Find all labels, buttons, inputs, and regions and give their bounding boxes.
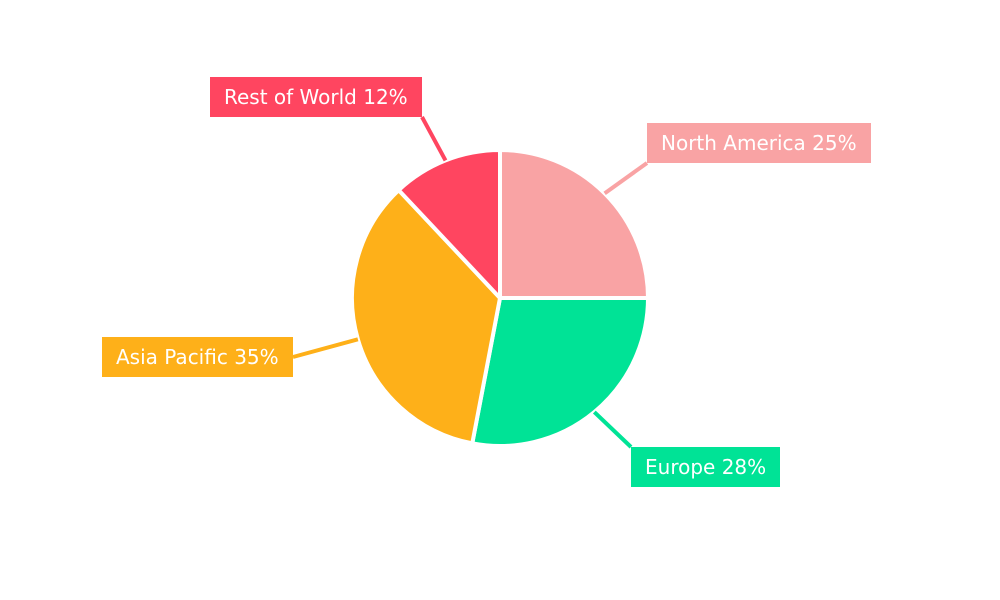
callout-label-rest-of-world: Rest of World 12% bbox=[210, 77, 422, 117]
callout-label-north-america: North America 25% bbox=[647, 123, 871, 163]
leader-line-europe bbox=[592, 410, 633, 449]
pie-slice-asia-pacific[interactable] bbox=[350, 188, 502, 446]
leader-line-rest-of-world bbox=[420, 116, 448, 162]
pie-slice-rest-of-world[interactable] bbox=[396, 148, 502, 300]
callout-label-asia-pacific: Asia Pacific 35% bbox=[102, 337, 293, 377]
pie-slice-europe[interactable] bbox=[470, 296, 650, 448]
callout-label-europe: Europe 28% bbox=[631, 447, 781, 487]
leader-line-north-america bbox=[603, 161, 649, 195]
pie-slice-north-america[interactable] bbox=[498, 148, 650, 300]
leader-line-asia-pacific bbox=[292, 337, 359, 359]
